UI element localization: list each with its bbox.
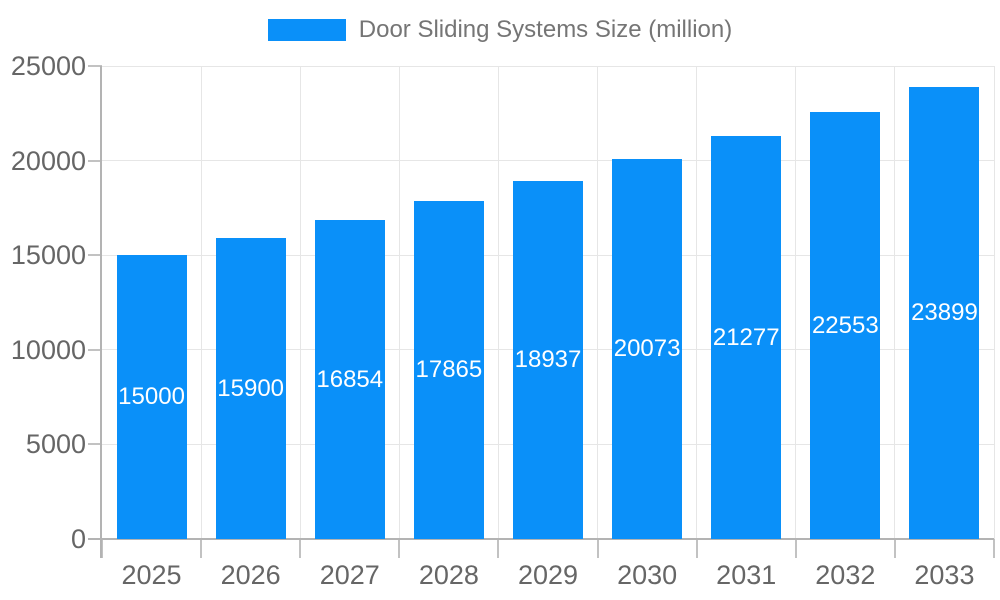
- v-gridline: [894, 66, 896, 539]
- y-tick: [88, 348, 102, 351]
- legend-swatch: [267, 19, 346, 41]
- y-tick: [88, 443, 102, 446]
- x-tick-label: 2030: [617, 560, 678, 590]
- x-tick-label: 2029: [517, 560, 579, 590]
- bar[interactable]: 18937: [513, 180, 583, 539]
- v-gridline: [200, 66, 202, 539]
- y-axis-line: [100, 66, 102, 558]
- bar-value-label: 18937: [514, 345, 582, 373]
- v-gridline: [993, 66, 995, 539]
- y-tick-label: 10000: [10, 334, 86, 365]
- y-tick-label: 15000: [10, 240, 86, 271]
- x-tick-label: 2033: [914, 560, 975, 590]
- y-tick-label: 25000: [10, 51, 86, 81]
- bar[interactable]: 17865: [413, 200, 484, 539]
- y-tick-label: 5000: [25, 429, 86, 460]
- bar[interactable]: 22553: [810, 112, 881, 539]
- bar-value-label: 16854: [316, 365, 384, 393]
- bar-value-label: 15000: [118, 383, 185, 411]
- bar[interactable]: 21277: [711, 136, 782, 539]
- x-tick: [200, 539, 203, 558]
- bar[interactable]: 15900: [215, 238, 286, 539]
- x-tick: [101, 539, 103, 558]
- bar-value-label: 20073: [613, 335, 681, 363]
- x-tick: [794, 539, 797, 558]
- x-tick: [497, 539, 500, 558]
- bar[interactable]: 15000: [116, 255, 187, 539]
- legend[interactable]: Door Sliding Systems Size (million): [0, 16, 1000, 44]
- x-tick-label: 2025: [121, 560, 182, 590]
- bar-value-label: 21277: [712, 323, 780, 351]
- x-tick-label: 2027: [319, 560, 380, 590]
- x-tick-label: 2028: [418, 560, 479, 590]
- bar-value-label: 15900: [217, 374, 285, 402]
- x-tick-label: 2032: [815, 560, 876, 590]
- x-tick: [299, 539, 302, 558]
- bar-value-label: 22553: [811, 311, 879, 339]
- h-gridline: [102, 65, 994, 67]
- x-tick-label: 2026: [220, 560, 281, 590]
- bar-value-label: 17865: [415, 355, 483, 383]
- x-tick: [893, 539, 896, 558]
- x-tick: [993, 539, 995, 558]
- v-gridline: [497, 66, 499, 539]
- bar[interactable]: 16854: [314, 220, 385, 539]
- bar[interactable]: 23899: [909, 86, 980, 539]
- h-gridline: [102, 160, 994, 162]
- bar-value-label: 23899: [911, 298, 978, 326]
- v-gridline: [795, 66, 797, 539]
- x-tick: [695, 539, 698, 558]
- v-gridline: [398, 66, 400, 539]
- v-gridline: [299, 66, 301, 539]
- y-tick: [88, 159, 102, 162]
- v-gridline: [696, 66, 698, 539]
- y-tick-label: 20000: [10, 145, 86, 176]
- x-tick: [398, 539, 401, 558]
- y-tick-label: 0: [70, 524, 86, 554]
- y-tick: [88, 254, 102, 257]
- legend-label: Door Sliding Systems Size (million): [358, 16, 733, 43]
- bar[interactable]: 20073: [612, 159, 683, 539]
- x-tick-label: 2031: [716, 560, 777, 590]
- v-gridline: [597, 66, 599, 539]
- x-tick: [596, 539, 599, 558]
- x-axis-line: [88, 538, 994, 540]
- y-tick: [88, 65, 102, 67]
